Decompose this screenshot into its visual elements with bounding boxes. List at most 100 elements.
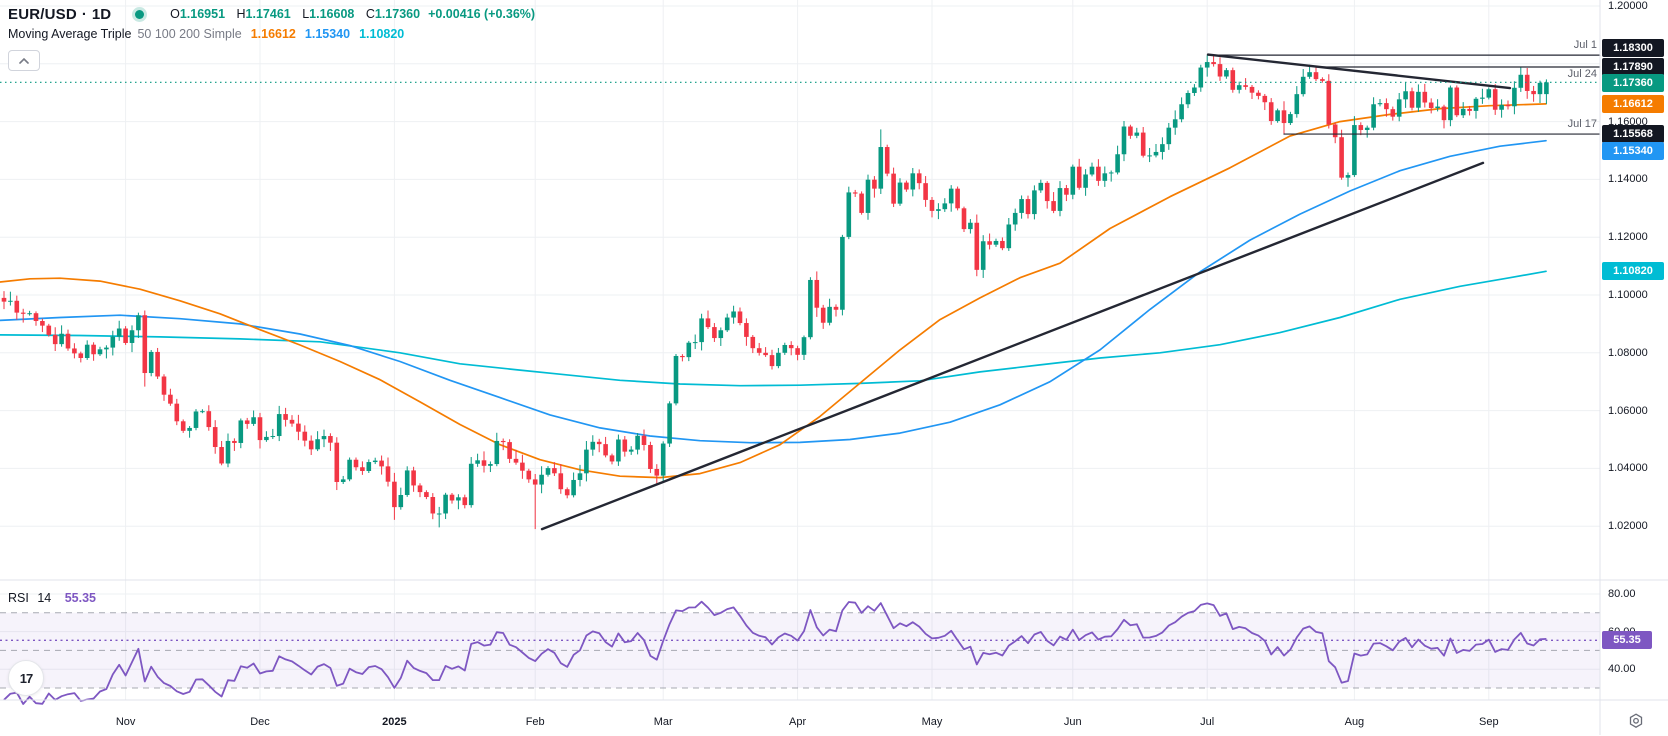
candle-body <box>1364 127 1370 130</box>
low-value: 1.16608 <box>309 7 355 21</box>
time-axis-label[interactable]: Dec <box>250 716 270 728</box>
candle-body <box>244 420 250 424</box>
candle-body <box>1134 132 1140 136</box>
price-axis-label[interactable]: 1.02000 <box>1608 520 1648 533</box>
indicator-name[interactable]: Moving Average Triple <box>8 27 132 41</box>
price-axis-badge[interactable]: 1.10820 <box>1602 262 1664 280</box>
candle-body <box>1204 62 1210 68</box>
legend-collapse-button[interactable] <box>8 50 40 71</box>
rsi-axis-label[interactable]: 80.00 <box>1608 588 1636 600</box>
indicator-params: 50 100 200 Simple <box>137 27 242 41</box>
candle-body <box>1326 80 1332 125</box>
candle-body <box>942 203 948 210</box>
candle-body <box>1396 99 1402 117</box>
candle-body <box>641 435 647 445</box>
candle-body <box>750 336 756 349</box>
candle-body <box>1473 98 1479 111</box>
time-axis-label[interactable]: Aug <box>1344 716 1365 728</box>
time-axis-label[interactable]: 2025 <box>382 716 407 728</box>
price-axis-badge[interactable]: 1.16612 <box>1602 95 1664 113</box>
candle-body <box>91 344 96 355</box>
candle-body <box>468 463 474 506</box>
candle-body <box>552 468 557 474</box>
descending-resistance-trendline[interactable] <box>1206 53 1512 90</box>
candle-body <box>628 449 634 452</box>
candle-body <box>699 318 704 343</box>
candle-body <box>1179 104 1184 120</box>
candle-body <box>1281 110 1287 124</box>
candle-body <box>891 173 896 204</box>
price-axis-label[interactable]: 1.08000 <box>1608 346 1648 359</box>
axis-settings-gear-icon[interactable] <box>1626 711 1646 731</box>
candle-body <box>1051 201 1056 211</box>
price-axis-badge[interactable]: 1.18300 <box>1602 39 1664 57</box>
tradingview-logo-icon[interactable]: 17 <box>8 660 44 696</box>
candle-body <box>1064 188 1069 195</box>
candle-body <box>916 173 922 184</box>
time-axis-label[interactable]: Apr <box>789 716 807 728</box>
price-axis-badge[interactable]: 1.17360 <box>1602 74 1664 92</box>
time-axis-label[interactable]: Jul <box>1200 716 1215 728</box>
indicator-row[interactable]: Moving Average Triple 50 100 200 Simple … <box>8 24 535 44</box>
candle-body <box>1409 91 1415 108</box>
candle-body <box>532 479 538 485</box>
price-axis-label[interactable]: 1.14000 <box>1608 173 1648 186</box>
high-value: 1.17461 <box>245 7 291 21</box>
timeframe-label[interactable]: 1D <box>91 5 112 23</box>
symbol-name[interactable]: EUR/USD <box>8 5 77 23</box>
price-axis-label[interactable]: 1.10000 <box>1608 289 1648 301</box>
candle-body <box>1422 91 1428 103</box>
candle-body <box>238 420 244 443</box>
time-axis-label[interactable]: Feb <box>525 716 545 728</box>
candle-body <box>193 411 199 428</box>
time-axis-label[interactable]: May <box>921 716 943 728</box>
level-date-tag: Jul 17 <box>1567 118 1597 130</box>
low-label: L <box>302 7 310 21</box>
rsi-value-badge[interactable]: 55.35 <box>1602 631 1652 650</box>
price-axis-badge[interactable]: 1.17890 <box>1602 58 1664 76</box>
symbol-row[interactable]: EUR/USD · 1D O1.16951 H1.17461 L1.16608 … <box>8 4 535 24</box>
candle-body <box>1153 151 1159 156</box>
candle-body <box>475 460 480 464</box>
candle-body <box>622 439 628 452</box>
price-axis-badge[interactable]: 1.15568 <box>1602 125 1664 143</box>
candle-body <box>680 355 685 358</box>
rsi-name[interactable]: RSI <box>8 591 29 605</box>
candle-body <box>232 440 237 443</box>
time-axis-label[interactable]: Mar <box>653 716 673 728</box>
candle-body <box>1505 104 1511 107</box>
candle-body <box>577 473 583 480</box>
price-axis-label[interactable]: 1.16000 <box>1608 115 1648 128</box>
candle-body <box>379 460 384 467</box>
rsi-legend[interactable]: RSI 14 55.35 <box>8 591 96 605</box>
price-axis-label[interactable]: 1.12000 <box>1608 231 1648 244</box>
candle-body <box>296 423 301 432</box>
rising-support-trendline[interactable] <box>540 161 1485 531</box>
price-axis-badge[interactable]: 1.15340 <box>1602 142 1664 160</box>
price-axis-label[interactable]: 1.06000 <box>1608 404 1648 417</box>
close-label: C <box>365 7 375 21</box>
rsi-axis-label[interactable]: 40.00 <box>1608 663 1636 676</box>
candle-body <box>520 462 525 471</box>
candle-body <box>936 209 941 211</box>
candle-body <box>417 485 423 493</box>
candle-body <box>136 315 141 331</box>
price-axis-label[interactable]: 1.04000 <box>1608 462 1648 475</box>
time-axis-label[interactable]: Jun <box>1063 716 1082 728</box>
candle-body <box>264 436 269 441</box>
time-axis-label[interactable]: Nov <box>115 716 136 728</box>
market-status-dot-icon <box>135 9 145 19</box>
candle-body <box>1140 132 1146 156</box>
candle-body <box>430 497 436 514</box>
price-axis-label[interactable]: 1.20000 <box>1608 0 1648 12</box>
candle-body <box>1544 82 1549 95</box>
candle-body <box>424 492 429 498</box>
ma200-value: 1.10820 <box>359 27 405 41</box>
candle-body <box>1057 188 1063 211</box>
candle-body <box>724 317 730 331</box>
time-axis-label[interactable]: Sep <box>1479 716 1499 728</box>
candle-body <box>1288 114 1293 124</box>
candle-body <box>161 376 167 395</box>
